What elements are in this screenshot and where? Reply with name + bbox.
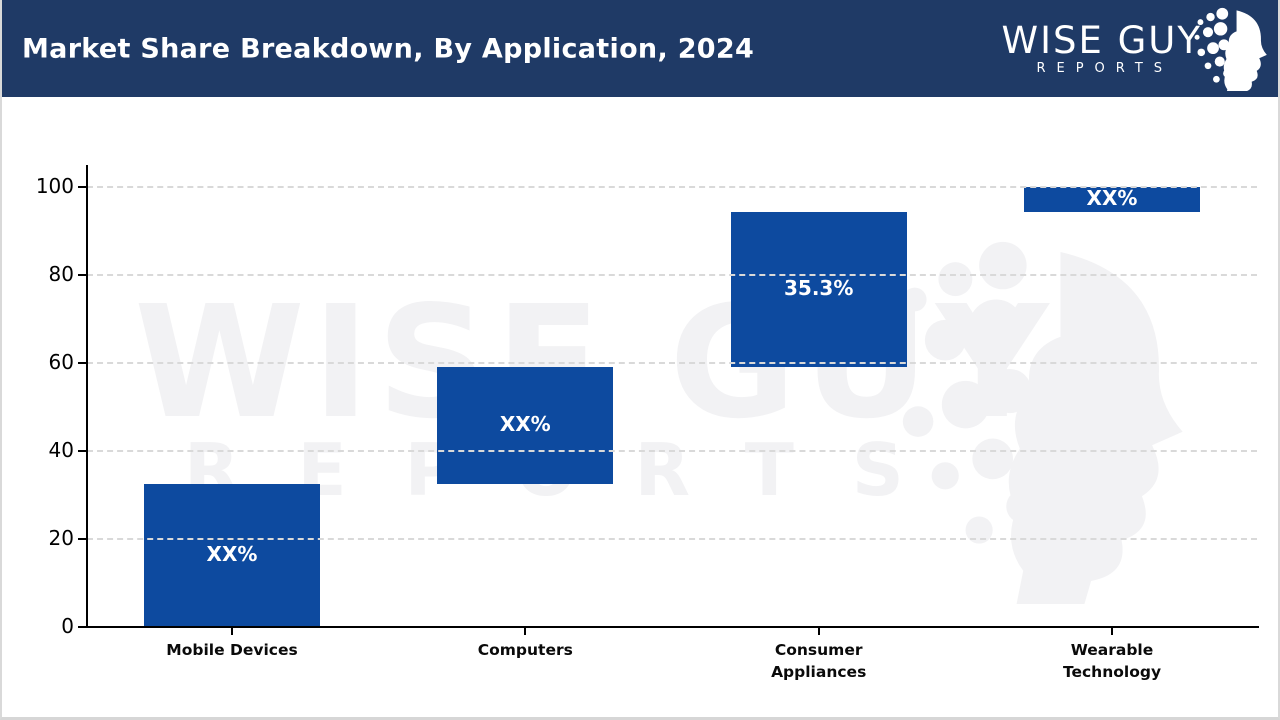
x-category-label: Mobile Devices — [166, 641, 298, 659]
bar-value-label: XX% — [499, 411, 551, 436]
logo-text-reports: REPORTS — [1036, 61, 1174, 77]
bar-computers — [437, 367, 614, 484]
y-tick-mark-0 — [78, 626, 87, 628]
logo-face-icon — [1194, 7, 1267, 91]
y-tick-mark-80 — [78, 274, 87, 276]
gridline-60 — [87, 362, 1257, 364]
bar-value-label: XX% — [206, 541, 258, 566]
y-tick-label-20: 20 — [48, 526, 74, 550]
gridline-80 — [87, 274, 1257, 276]
x-tick-mark — [1111, 628, 1113, 635]
x-category-label: Computers — [477, 641, 573, 659]
bar-consumer-appliances — [730, 212, 907, 368]
gridline-100 — [87, 186, 1257, 188]
x-axis-line — [86, 626, 1259, 628]
y-tick-label-40: 40 — [48, 438, 74, 462]
y-tick-mark-20 — [78, 538, 87, 540]
y-tick-mark-40 — [78, 450, 87, 452]
bar-wearable-technology — [1024, 187, 1200, 213]
brand-logo: WISE GUY REPORTS — [1002, 6, 1268, 92]
logo-wordmark: WISE GUY REPORTS — [1001, 18, 1202, 77]
y-tick-mark-100 — [78, 186, 87, 188]
y-tick-label-60: 60 — [48, 350, 74, 374]
bar-mobile-devices — [144, 484, 320, 627]
bar-value-label: XX% — [1086, 185, 1138, 210]
chart-title: Market Share Breakdown, By Application, … — [22, 33, 755, 64]
x-tick-mark — [817, 628, 820, 635]
logo-text-wiseguy: WISE GUY — [1001, 18, 1202, 62]
x-category-label: Wearable Technology — [1062, 641, 1162, 681]
bar-value-label: 35.3% — [783, 275, 854, 300]
y-tick-label-100: 100 — [35, 174, 74, 198]
header-banner: Market Share Breakdown, By Application, … — [2, 0, 1278, 97]
y-tick-label-80: 80 — [48, 262, 74, 286]
y-axis-line — [86, 165, 88, 628]
x-category-label: Consumer Appliances — [771, 641, 867, 681]
gridline-40 — [87, 450, 1257, 452]
x-tick-mark — [231, 628, 233, 635]
gridline-20 — [87, 538, 1257, 540]
y-tick-mark-60 — [78, 362, 87, 364]
x-tick-mark — [524, 628, 527, 635]
y-tick-label-0: 0 — [61, 614, 74, 638]
